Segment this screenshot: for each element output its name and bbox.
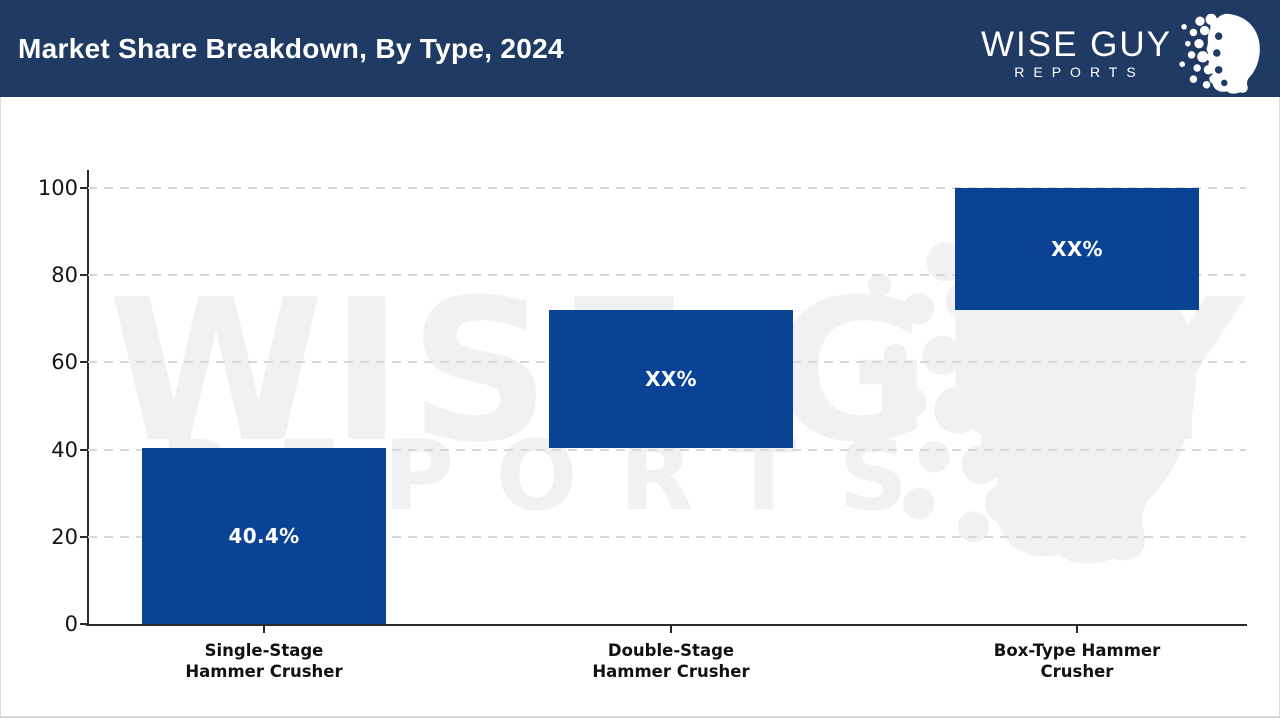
y-axis-tick-mark bbox=[80, 535, 88, 538]
x-category-label: Single-Stage Hammer Crusher bbox=[185, 641, 343, 681]
x-category-label: Double-Stage Hammer Crusher bbox=[592, 641, 750, 681]
x-category-label: Box-Type Hammer Crusher bbox=[993, 641, 1161, 681]
bar-single-stage-hammer-crusher: 40.4% bbox=[142, 447, 386, 624]
x-axis-line bbox=[86, 624, 1247, 626]
y-tick-label: 80 bbox=[51, 263, 78, 287]
bar-value-label: XX% bbox=[645, 366, 697, 391]
page-title: Market Share Breakdown, By Type, 2024 bbox=[18, 32, 564, 64]
y-axis-line bbox=[87, 170, 89, 626]
gridline bbox=[88, 186, 1246, 189]
y-axis-tick-mark bbox=[80, 448, 88, 451]
bottom-divider bbox=[0, 716, 1280, 718]
gridline bbox=[88, 274, 1246, 276]
logo-reports-text: REPORTS bbox=[1014, 63, 1145, 80]
bar-box-type-hammer-crusher: XX% bbox=[955, 187, 1199, 310]
y-axis-tick-mark bbox=[80, 186, 88, 189]
gridline bbox=[88, 448, 1246, 451]
logo-face-icon bbox=[1179, 13, 1260, 94]
y-tick-label: 40 bbox=[51, 437, 78, 462]
gridline bbox=[88, 535, 1246, 538]
x-axis-tick-mark bbox=[670, 626, 672, 633]
y-tick-label: 20 bbox=[51, 524, 78, 549]
bar-value-label: 40.4% bbox=[228, 523, 300, 548]
bar-value-label: XX% bbox=[1051, 236, 1103, 261]
logo-brand-text: WISE GUY bbox=[980, 24, 1172, 64]
y-axis-tick-mark bbox=[80, 274, 88, 276]
logo-text: WISE GUY REPORTS bbox=[980, 24, 1172, 80]
y-tick-label: 0 bbox=[64, 612, 78, 636]
header-bar: Market Share Breakdown, By Type, 2024 WI… bbox=[0, 0, 1280, 97]
y-tick-label: 100 bbox=[37, 175, 78, 200]
bar-double-stage-hammer-crusher: XX% bbox=[549, 309, 793, 448]
x-axis-tick-mark bbox=[1076, 626, 1078, 633]
y-axis-tick-mark bbox=[80, 361, 88, 364]
y-axis-tick-mark bbox=[80, 623, 88, 625]
wise-guy-logo: WISE GUY REPORTS bbox=[981, 10, 1266, 96]
x-axis-tick-mark bbox=[263, 626, 265, 633]
y-tick-label: 60 bbox=[51, 350, 78, 375]
